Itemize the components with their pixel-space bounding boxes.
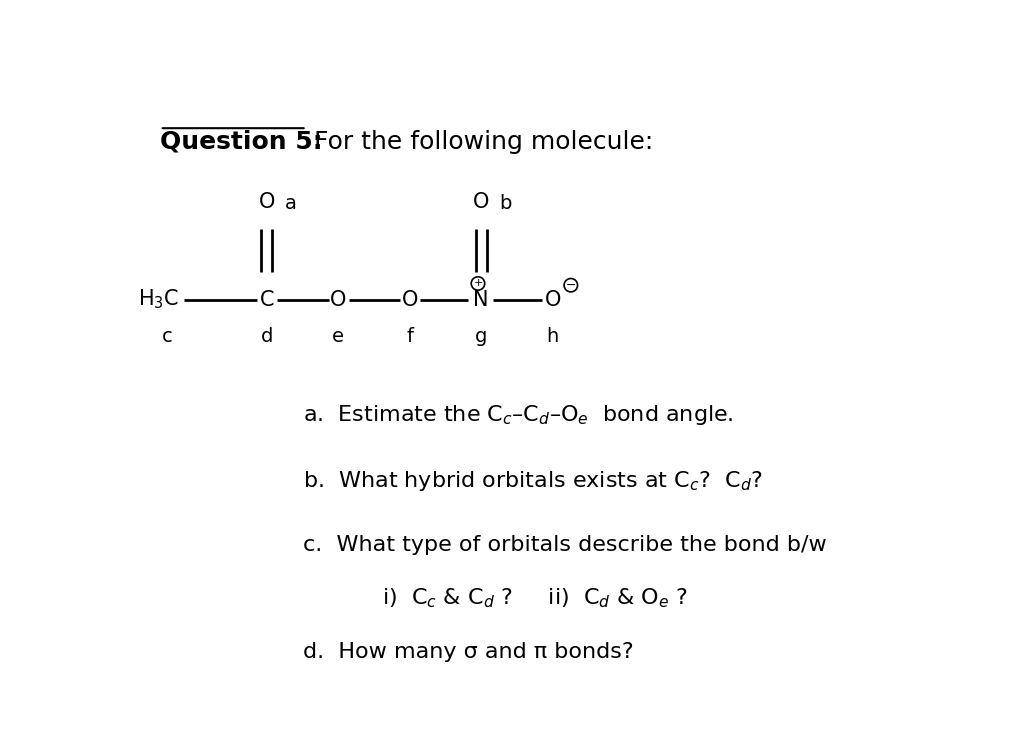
Text: O: O — [473, 191, 489, 211]
Text: a: a — [285, 194, 297, 213]
Text: C: C — [260, 290, 274, 309]
Text: g: g — [475, 327, 487, 347]
Text: Question 5:: Question 5: — [160, 130, 323, 154]
Text: H$_3$C: H$_3$C — [138, 288, 179, 311]
Text: c.  What type of orbitals describe the bond b/w: c. What type of orbitals describe the bo… — [303, 536, 826, 556]
Text: f: f — [407, 327, 414, 347]
Text: a.  Estimate the C$_c$–C$_d$–O$_e$  bond angle.: a. Estimate the C$_c$–C$_d$–O$_e$ bond a… — [303, 403, 733, 427]
Text: O: O — [401, 290, 418, 309]
Text: O: O — [330, 290, 346, 309]
Text: b: b — [500, 194, 512, 213]
Text: d.  How many σ and π bonds?: d. How many σ and π bonds? — [303, 642, 633, 662]
Text: O: O — [545, 290, 561, 309]
Text: −: − — [565, 279, 577, 292]
Text: N: N — [473, 290, 488, 309]
Text: e: e — [333, 327, 344, 347]
Text: i)  C$_c$ & C$_d$ ?     ii)  C$_d$ & O$_e$ ?: i) C$_c$ & C$_d$ ? ii) C$_d$ & O$_e$ ? — [382, 586, 688, 610]
Text: h: h — [547, 327, 559, 347]
Text: b.  What hybrid orbitals exists at C$_c$?  C$_d$?: b. What hybrid orbitals exists at C$_c$?… — [303, 469, 763, 493]
Text: d: d — [261, 327, 273, 347]
Text: O: O — [259, 191, 275, 211]
Text: +: + — [473, 279, 482, 288]
Text: c: c — [163, 327, 173, 347]
Text: For the following molecule:: For the following molecule: — [314, 130, 653, 154]
